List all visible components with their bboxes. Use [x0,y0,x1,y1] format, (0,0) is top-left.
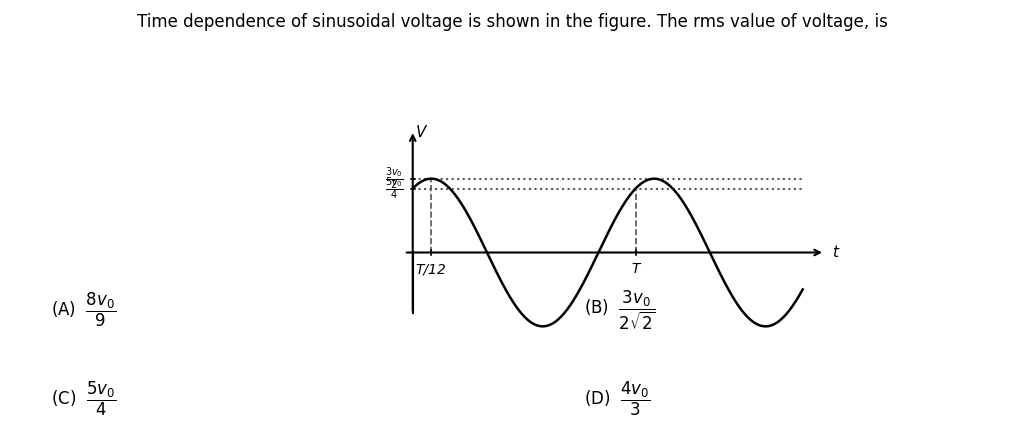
Text: (A)  $\dfrac{8v_0}{9}$: (A) $\dfrac{8v_0}{9}$ [51,291,117,329]
Text: (C)  $\dfrac{5v_0}{4}$: (C) $\dfrac{5v_0}{4}$ [51,380,117,418]
Text: (D)  $\dfrac{4v_0}{3}$: (D) $\dfrac{4v_0}{3}$ [584,380,650,418]
Text: $\frac{3v_0}{2}$: $\frac{3v_0}{2}$ [385,166,403,192]
Text: (B)  $\dfrac{3v_0}{2\sqrt{2}}$: (B) $\dfrac{3v_0}{2\sqrt{2}}$ [584,288,655,332]
Text: $\frac{5v_0}{4}$: $\frac{5v_0}{4}$ [385,175,403,202]
Text: T/12: T/12 [416,262,446,276]
Text: Time dependence of sinusoidal voltage is shown in the figure. The rms value of v: Time dependence of sinusoidal voltage is… [136,13,888,31]
Text: V: V [416,125,426,140]
Text: t: t [831,245,838,260]
Text: T: T [632,262,640,276]
